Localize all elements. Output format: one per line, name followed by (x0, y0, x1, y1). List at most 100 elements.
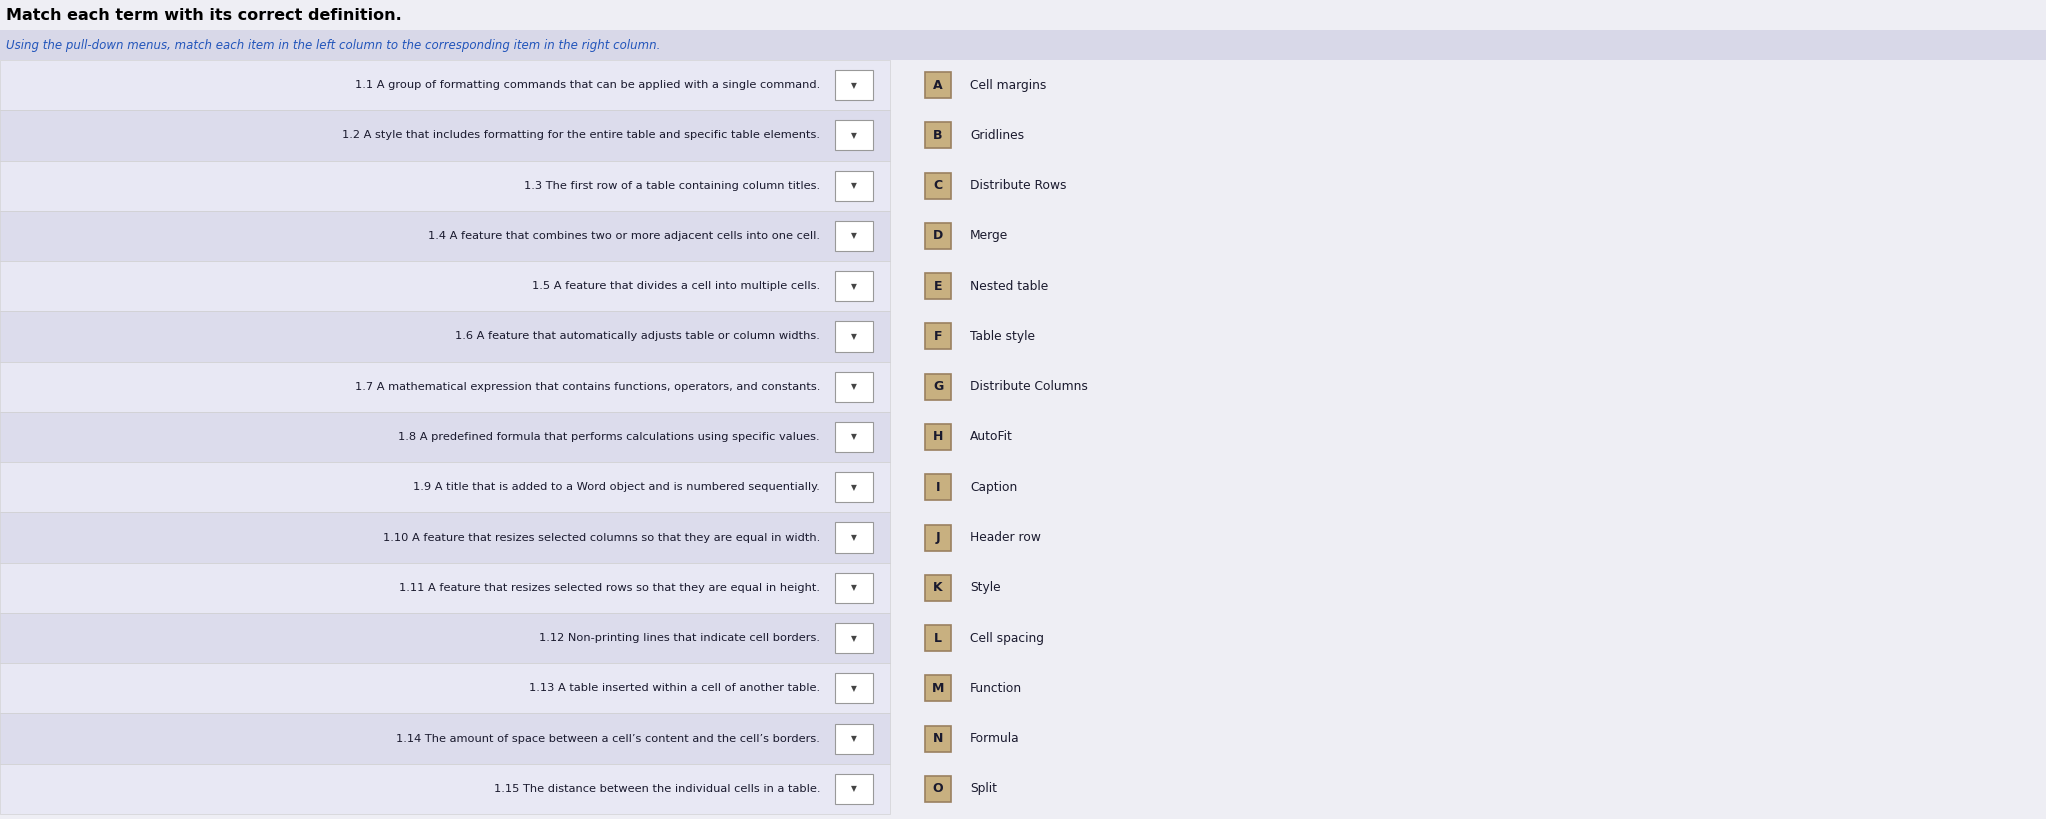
Bar (925, 575, 951, 601)
Bar (0, 412, 890, 462)
Text: Style: Style (970, 581, 1000, 595)
Text: ▼: ▼ (851, 232, 857, 241)
Bar (0, 161, 890, 210)
Text: M: M (931, 682, 943, 695)
Bar (0, 613, 890, 663)
Text: ▼: ▼ (851, 282, 857, 291)
Text: 1.14 The amount of space between a cell’s content and the cell’s borders.: 1.14 The amount of space between a cell’… (397, 734, 820, 744)
Text: ▼: ▼ (851, 684, 857, 693)
Text: ▼: ▼ (851, 382, 857, 391)
Text: Table style: Table style (970, 330, 1035, 343)
Bar (925, 625, 951, 651)
Bar (925, 373, 951, 400)
Text: ▼: ▼ (851, 131, 857, 140)
Bar (925, 676, 951, 701)
Text: Cell margins: Cell margins (970, 79, 1046, 92)
Text: G: G (933, 380, 943, 393)
Text: Gridlines: Gridlines (970, 129, 1025, 142)
Text: Header row: Header row (970, 531, 1041, 544)
Text: L: L (935, 631, 941, 645)
Bar (835, 572, 874, 603)
Bar (0, 362, 890, 412)
Text: ▼: ▼ (851, 181, 857, 190)
Text: I: I (935, 481, 941, 494)
Bar (925, 474, 951, 500)
Text: AutoFit: AutoFit (970, 431, 1013, 444)
Text: ▼: ▼ (851, 583, 857, 592)
Text: E: E (933, 280, 943, 292)
Bar (0, 462, 890, 513)
Text: 1.9 A title that is added to a Word object and is numbered sequentially.: 1.9 A title that is added to a Word obje… (413, 482, 820, 492)
Bar (925, 72, 951, 98)
Text: Merge: Merge (970, 229, 1009, 242)
Text: ▼: ▼ (851, 634, 857, 643)
Bar (835, 271, 874, 301)
Bar (835, 723, 874, 753)
Text: F: F (933, 330, 943, 343)
Bar (0, 111, 890, 161)
Bar (925, 776, 951, 802)
Text: C: C (933, 179, 943, 192)
Bar (925, 726, 951, 752)
Text: 1.5 A feature that divides a cell into multiple cells.: 1.5 A feature that divides a cell into m… (532, 281, 820, 292)
Bar (0, 764, 890, 814)
Text: N: N (933, 732, 943, 745)
Text: 1.4 A feature that combines two or more adjacent cells into one cell.: 1.4 A feature that combines two or more … (428, 231, 820, 241)
Bar (925, 173, 951, 199)
Text: 1.2 A style that includes formatting for the entire table and specific table ele: 1.2 A style that includes formatting for… (342, 130, 820, 140)
Text: 1.3 The first row of a table containing column titles.: 1.3 The first row of a table containing … (524, 181, 820, 191)
Text: 1.13 A table inserted within a cell of another table.: 1.13 A table inserted within a cell of a… (528, 683, 820, 694)
Bar (925, 324, 951, 350)
Text: Function: Function (970, 682, 1023, 695)
Bar (835, 70, 874, 100)
Text: K: K (933, 581, 943, 595)
Text: Cell spacing: Cell spacing (970, 631, 1043, 645)
Text: Match each term with its correct definition.: Match each term with its correct definit… (6, 7, 401, 22)
Text: Distribute Rows: Distribute Rows (970, 179, 1066, 192)
Text: Distribute Columns: Distribute Columns (970, 380, 1088, 393)
Bar (925, 223, 951, 249)
Bar (0, 663, 890, 713)
Bar (835, 673, 874, 704)
Text: ▼: ▼ (851, 482, 857, 491)
Bar (0, 210, 890, 261)
Bar (835, 623, 874, 653)
Bar (835, 170, 874, 201)
Bar (0, 261, 890, 311)
Text: ▼: ▼ (851, 332, 857, 341)
Text: D: D (933, 229, 943, 242)
Text: A: A (933, 79, 943, 92)
Text: 1.12 Non-printing lines that indicate cell borders.: 1.12 Non-printing lines that indicate ce… (538, 633, 820, 643)
Bar (835, 321, 874, 351)
Text: 1.10 A feature that resizes selected columns so that they are equal in width.: 1.10 A feature that resizes selected col… (383, 532, 820, 542)
Bar (925, 424, 951, 450)
Bar (0, 0, 2046, 30)
Text: Using the pull-down menus, match each item in the left column to the correspondi: Using the pull-down menus, match each it… (6, 38, 661, 52)
Bar (835, 523, 874, 553)
Text: 1.1 A group of formatting commands that can be applied with a single command.: 1.1 A group of formatting commands that … (354, 80, 820, 90)
Text: H: H (933, 431, 943, 444)
Bar (925, 524, 951, 550)
Text: 1.6 A feature that automatically adjusts table or column widths.: 1.6 A feature that automatically adjusts… (454, 332, 820, 342)
Bar (835, 422, 874, 452)
Text: ▼: ▼ (851, 80, 857, 89)
Bar (0, 563, 890, 613)
Text: J: J (935, 531, 941, 544)
Bar (835, 221, 874, 251)
Text: 1.7 A mathematical expression that contains functions, operators, and constants.: 1.7 A mathematical expression that conta… (354, 382, 820, 391)
Text: 1.11 A feature that resizes selected rows so that they are equal in height.: 1.11 A feature that resizes selected row… (399, 583, 820, 593)
Bar (835, 120, 874, 151)
Text: ▼: ▼ (851, 785, 857, 794)
Text: B: B (933, 129, 943, 142)
Bar (0, 513, 890, 563)
Text: ▼: ▼ (851, 533, 857, 542)
Bar (925, 274, 951, 299)
Bar (0, 311, 890, 362)
Text: 1.15 The distance between the individual cells in a table.: 1.15 The distance between the individual… (493, 784, 820, 794)
Text: 1.8 A predefined formula that performs calculations using specific values.: 1.8 A predefined formula that performs c… (399, 432, 820, 442)
Text: Split: Split (970, 782, 996, 795)
Bar (0, 713, 890, 764)
Bar (925, 122, 951, 148)
Bar (835, 774, 874, 804)
Text: Nested table: Nested table (970, 280, 1048, 292)
